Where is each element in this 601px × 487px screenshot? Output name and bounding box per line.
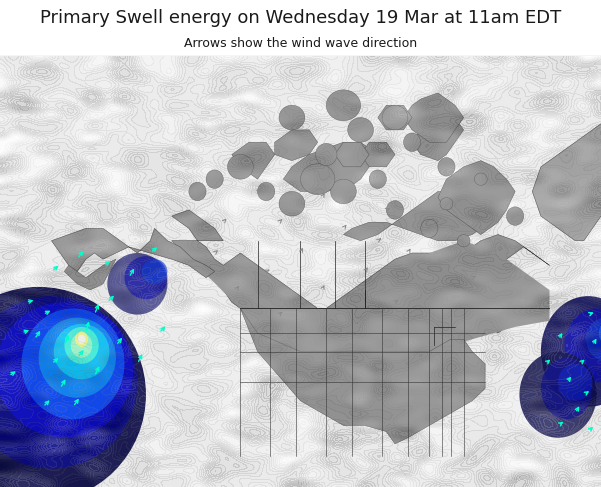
Polygon shape xyxy=(172,241,549,352)
Polygon shape xyxy=(532,93,601,241)
Ellipse shape xyxy=(438,158,455,176)
Ellipse shape xyxy=(53,324,109,379)
Ellipse shape xyxy=(316,144,337,166)
Ellipse shape xyxy=(440,198,453,210)
Ellipse shape xyxy=(519,352,597,438)
Ellipse shape xyxy=(228,154,253,179)
Polygon shape xyxy=(403,93,463,142)
Ellipse shape xyxy=(279,105,305,130)
Polygon shape xyxy=(361,142,395,167)
Ellipse shape xyxy=(403,133,421,151)
Ellipse shape xyxy=(331,179,356,204)
Ellipse shape xyxy=(541,296,601,407)
Ellipse shape xyxy=(348,117,373,142)
Ellipse shape xyxy=(279,191,305,216)
Ellipse shape xyxy=(457,235,470,247)
Polygon shape xyxy=(412,117,463,161)
Polygon shape xyxy=(52,228,215,278)
Ellipse shape xyxy=(326,90,361,121)
Polygon shape xyxy=(64,259,116,290)
Ellipse shape xyxy=(474,173,487,185)
Ellipse shape xyxy=(206,170,223,188)
Text: Primary Swell energy on Wednesday 19 Mar at 11am EDT: Primary Swell energy on Wednesday 19 Mar… xyxy=(40,9,561,27)
Ellipse shape xyxy=(586,318,601,361)
Polygon shape xyxy=(335,142,369,167)
Ellipse shape xyxy=(507,207,523,225)
Ellipse shape xyxy=(71,333,93,357)
Polygon shape xyxy=(343,191,489,241)
Ellipse shape xyxy=(564,308,601,382)
Ellipse shape xyxy=(64,327,99,364)
Ellipse shape xyxy=(189,182,206,201)
Ellipse shape xyxy=(558,364,593,401)
Ellipse shape xyxy=(0,296,138,468)
Text: Arrows show the wind wave direction: Arrows show the wind wave direction xyxy=(184,37,417,50)
Polygon shape xyxy=(378,105,412,130)
Ellipse shape xyxy=(258,182,275,201)
Ellipse shape xyxy=(599,321,601,345)
Ellipse shape xyxy=(541,357,593,419)
Polygon shape xyxy=(438,161,515,235)
Ellipse shape xyxy=(300,164,335,194)
Polygon shape xyxy=(232,142,275,179)
Polygon shape xyxy=(172,210,549,345)
Ellipse shape xyxy=(0,287,146,487)
Ellipse shape xyxy=(78,335,85,344)
Ellipse shape xyxy=(386,201,403,219)
Ellipse shape xyxy=(369,170,386,188)
Ellipse shape xyxy=(38,318,116,398)
Polygon shape xyxy=(240,308,485,444)
Ellipse shape xyxy=(108,253,168,315)
Ellipse shape xyxy=(142,259,168,284)
Ellipse shape xyxy=(421,219,438,238)
Ellipse shape xyxy=(124,256,168,299)
Polygon shape xyxy=(283,142,378,191)
Ellipse shape xyxy=(382,105,408,130)
Polygon shape xyxy=(275,130,318,161)
Ellipse shape xyxy=(0,302,133,438)
Ellipse shape xyxy=(22,308,124,419)
Ellipse shape xyxy=(75,332,88,347)
